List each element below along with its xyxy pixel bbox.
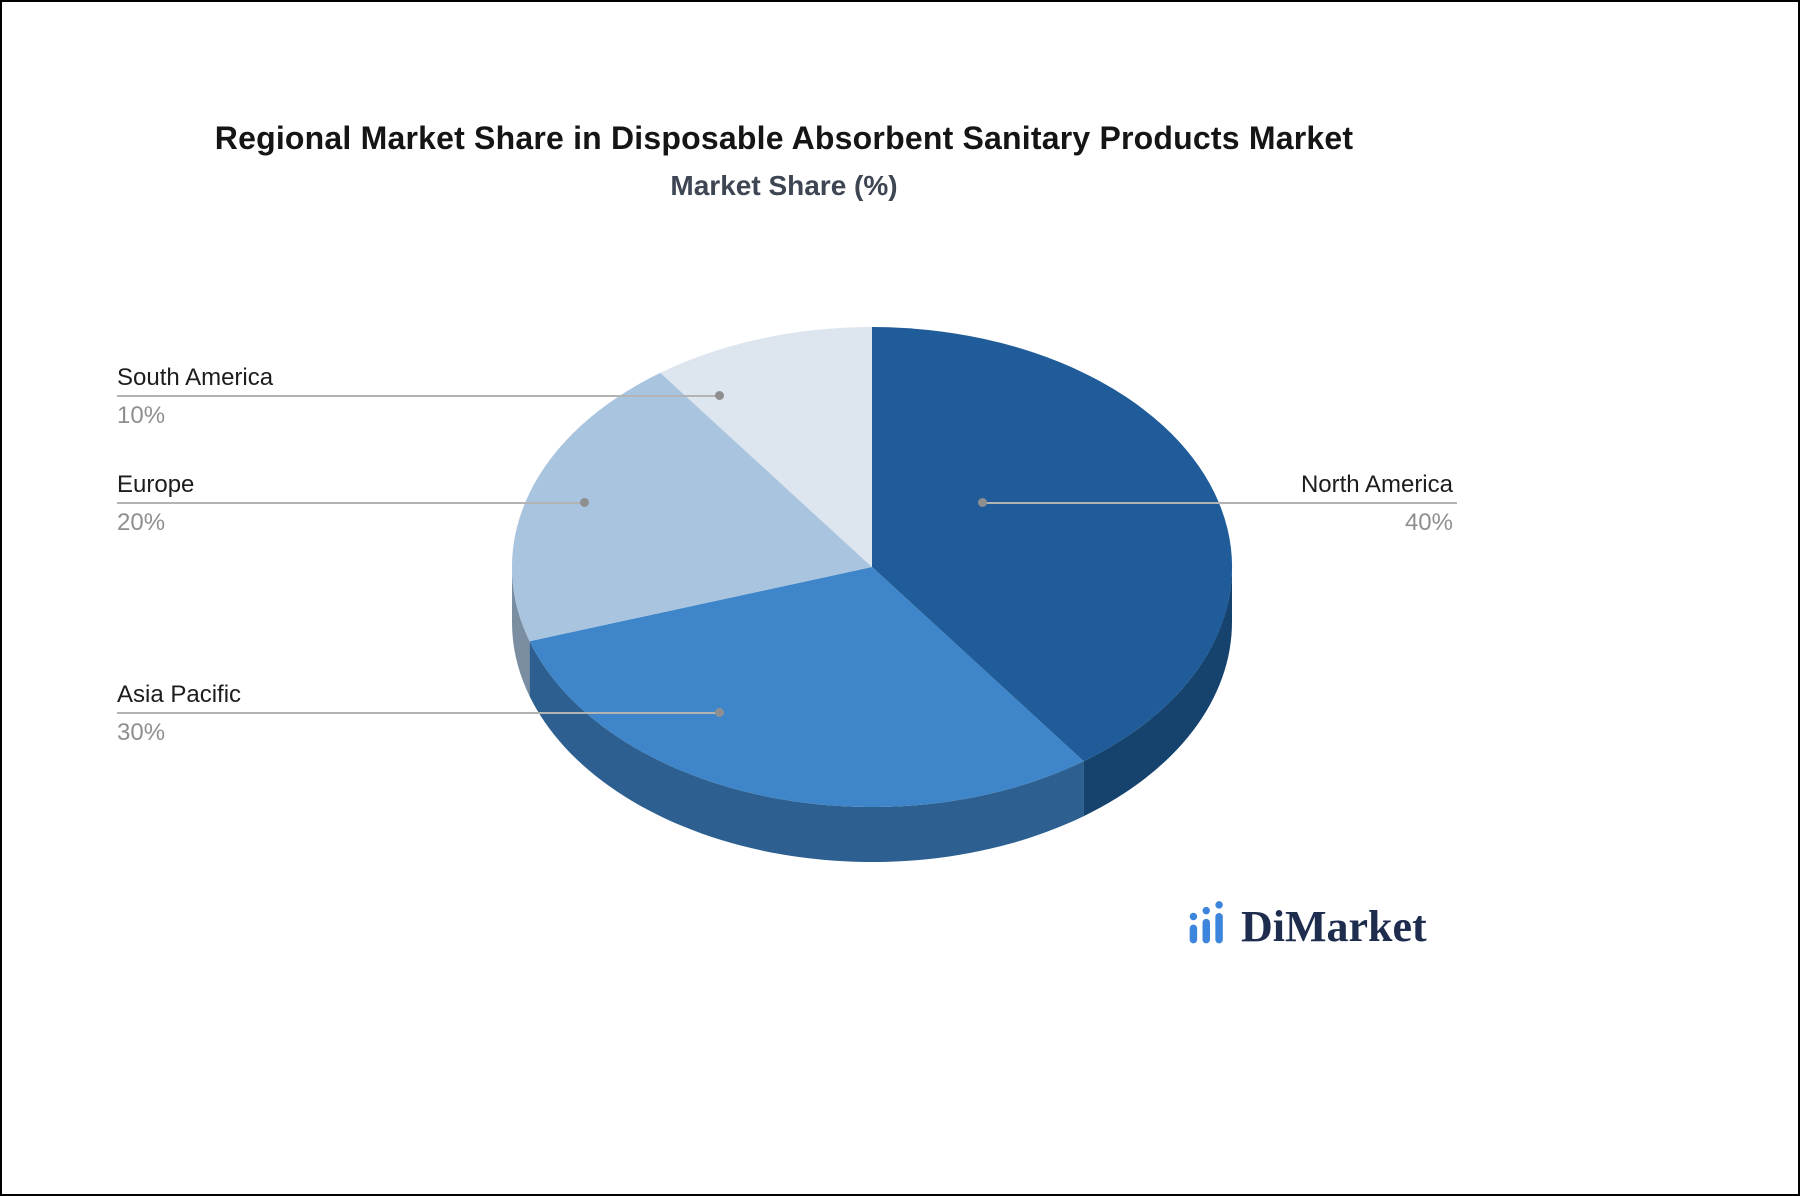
leader-line-asia-pacific [117, 712, 722, 714]
callout-label-north-america: North America [1300, 471, 1453, 498]
callout-label-south-america: South America [117, 364, 274, 391]
callout-label-asia-pacific: Asia Pacific [117, 681, 242, 708]
callout-value-europe: 20% [117, 509, 166, 536]
leader-dot-north-america [978, 498, 987, 507]
logo-text: DiMarket [1241, 901, 1427, 951]
leader-line-north-america [982, 502, 1457, 504]
pie-rim-asia-pacific [529, 641, 1084, 863]
pie-slice-north-america [872, 327, 1233, 762]
chart-subtitle: Market Share (%) [670, 170, 898, 201]
leader-dot-asia-pacific [715, 708, 724, 717]
callout-label-europe: Europe [117, 471, 195, 498]
pie-slice-asia-pacific [529, 567, 1084, 808]
callout-value-asia-pacific: 30% [117, 719, 166, 746]
dimarket-logo: DiMarket [1187, 900, 1427, 951]
leader-line-south-america [117, 395, 722, 397]
callout-value-north-america: 40% [1404, 509, 1453, 536]
pie-rim-europe [511, 567, 530, 697]
leader-dot-south-america [715, 391, 724, 400]
chart-title: Regional Market Share in Disposable Abso… [214, 120, 1354, 156]
pie-slice-europe [511, 372, 872, 642]
leader-line-europe [117, 502, 587, 504]
pie-slice-south-america [660, 327, 872, 567]
callout-value-south-america: 10% [117, 402, 166, 429]
bar-chart-logo-icon [1189, 901, 1223, 944]
leader-dot-europe [580, 498, 589, 507]
pie-rim-north-america [1083, 567, 1233, 817]
